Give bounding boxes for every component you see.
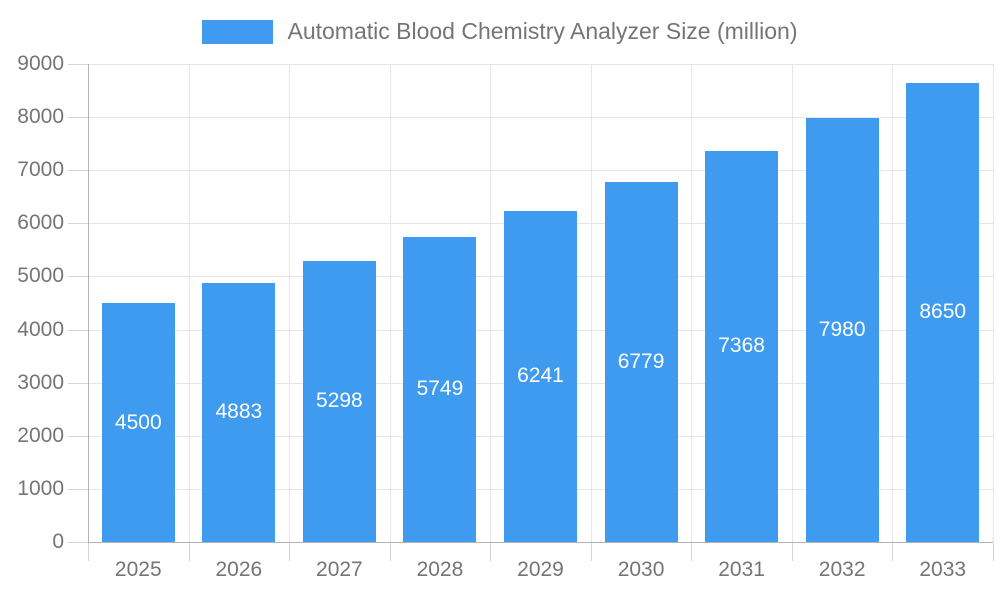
x-axis-tick-label: 2025 — [114, 558, 162, 581]
bar: 6779 — [604, 181, 678, 542]
y-axis-tick — [68, 382, 88, 384]
x-grid-line — [490, 64, 492, 542]
bar: 7980 — [805, 118, 879, 542]
x-axis-tick — [289, 543, 291, 561]
x-axis-tick — [188, 543, 190, 561]
bar: 7368 — [705, 150, 779, 542]
x-axis-tick-label: 2026 — [215, 558, 263, 581]
bar: 6241 — [504, 210, 577, 542]
x-axis-tick — [791, 543, 793, 561]
y-axis-tick — [68, 542, 88, 543]
bar: 5298 — [302, 260, 376, 542]
y-axis-tick-label: 4000 — [17, 317, 64, 341]
y-axis-tick-label: 7000 — [17, 158, 64, 182]
y-grid-line — [88, 170, 993, 172]
x-axis-tick-label: 2032 — [818, 558, 866, 581]
y-axis-tick-label: 5000 — [17, 264, 64, 288]
y-axis-tick-label: 6000 — [17, 211, 64, 235]
y-axis-tick — [68, 276, 88, 278]
legend: Automatic Blood Chemistry Analyzer Size … — [0, 18, 1000, 45]
y-grid-line — [88, 64, 993, 65]
x-grid-line — [289, 64, 291, 542]
y-axis-tick — [68, 170, 88, 172]
bar-value-label: 5749 — [416, 377, 464, 401]
x-grid-line — [892, 64, 894, 542]
y-axis-tick-label: 2000 — [17, 423, 64, 447]
x-grid-line — [188, 64, 190, 542]
y-axis-tick — [68, 435, 88, 437]
y-grid-line — [88, 117, 993, 119]
y-axis-line — [88, 64, 89, 542]
bar-value-label: 7980 — [818, 318, 866, 342]
x-grid-line — [590, 64, 592, 542]
y-axis-tick — [68, 488, 88, 490]
x-axis-tick-label: 2027 — [316, 558, 363, 581]
x-axis-tick-label: 2031 — [718, 558, 765, 581]
x-axis-line — [88, 542, 993, 543]
x-axis-tick — [892, 543, 894, 561]
y-axis-tick-label: 1000 — [17, 476, 64, 500]
y-axis-tick — [68, 64, 88, 65]
x-axis-tick-label: 2033 — [919, 558, 967, 581]
bar: 4500 — [101, 303, 175, 542]
x-grid-line — [691, 64, 693, 542]
x-grid-line — [993, 64, 994, 542]
y-axis-tick — [68, 117, 88, 119]
y-axis-tick — [68, 329, 88, 331]
bar-value-label: 6779 — [617, 349, 665, 373]
x-grid-line — [791, 64, 793, 542]
legend-label: Automatic Blood Chemistry Analyzer Size … — [287, 18, 798, 44]
y-axis-tick-label: 0 — [52, 530, 64, 553]
bar: 8650 — [906, 82, 980, 542]
x-axis-tick — [590, 543, 592, 561]
x-axis-tick — [389, 543, 391, 561]
legend-swatch — [202, 19, 274, 44]
bar-value-label: 8650 — [919, 300, 967, 324]
y-axis-tick-label: 8000 — [17, 105, 64, 129]
y-axis-tick-label: 9000 — [17, 52, 64, 75]
bar-value-label: 4883 — [215, 400, 263, 424]
bar-value-label: 7368 — [718, 334, 765, 358]
y-axis-tick — [68, 223, 88, 225]
x-axis-tick — [490, 543, 492, 561]
bar-value-label: 5298 — [316, 389, 363, 413]
x-axis-tick — [88, 543, 89, 561]
bar-value-label: 6241 — [517, 364, 564, 388]
bar-value-label: 4500 — [114, 410, 162, 434]
x-axis-tick — [993, 543, 994, 561]
x-grid-line — [389, 64, 391, 542]
bar: 4883 — [202, 282, 276, 542]
x-axis-tick — [691, 543, 693, 561]
x-axis-tick-label: 2028 — [416, 558, 464, 581]
y-axis-tick-label: 3000 — [17, 370, 64, 394]
x-axis-tick-label: 2029 — [517, 558, 564, 581]
bar: 5749 — [403, 236, 477, 542]
x-axis-tick-label: 2030 — [617, 558, 665, 581]
